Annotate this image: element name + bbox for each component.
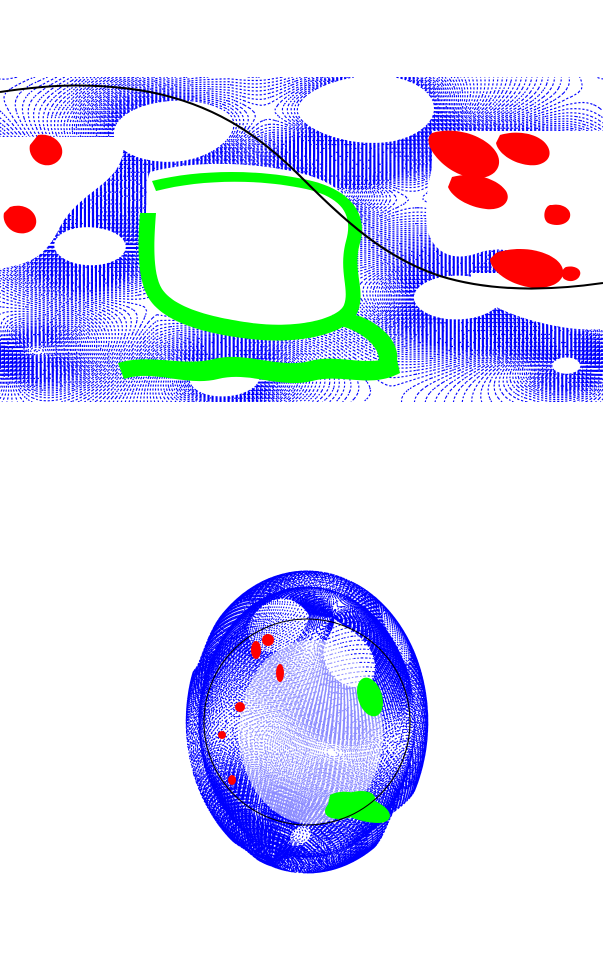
map-red-landmass (428, 130, 500, 179)
globe-contour-group (185, 570, 429, 874)
map-red-landmass (496, 132, 550, 166)
globe-green-patch (357, 677, 383, 717)
oblique-globe-panel (0, 455, 603, 965)
map-red-landmass (490, 248, 564, 288)
globe-outline-circle (203, 618, 411, 826)
map-green-landmass (328, 313, 398, 369)
globe-front-hemisphere-wash (239, 640, 383, 824)
globe-isolines (185, 570, 429, 874)
map-red-landmass (448, 174, 508, 210)
globe-red-patch (251, 641, 261, 659)
oblique-globe-svg (0, 455, 603, 965)
globe-red-patch (218, 731, 226, 739)
map-red-landmass (544, 204, 571, 225)
globe-red-patch (235, 702, 245, 712)
globe-red-patch (262, 634, 274, 646)
map-white-region (144, 163, 355, 331)
map-green-landmass (118, 355, 400, 384)
map-white-region (0, 137, 124, 269)
equirectangular-map-panel (0, 77, 603, 402)
map-red-landmass (3, 205, 37, 234)
globe-red-patch (228, 775, 236, 785)
map-red-landmass (29, 134, 63, 166)
equirectangular-map-svg (0, 77, 603, 402)
map-dip-equator-curve (0, 84, 603, 290)
globe-landmass-group (218, 634, 390, 823)
globe-red-patch (276, 664, 284, 682)
globe-green-patch (328, 791, 390, 823)
map-landmass-group (0, 130, 603, 384)
map-red-landmass (561, 266, 581, 282)
